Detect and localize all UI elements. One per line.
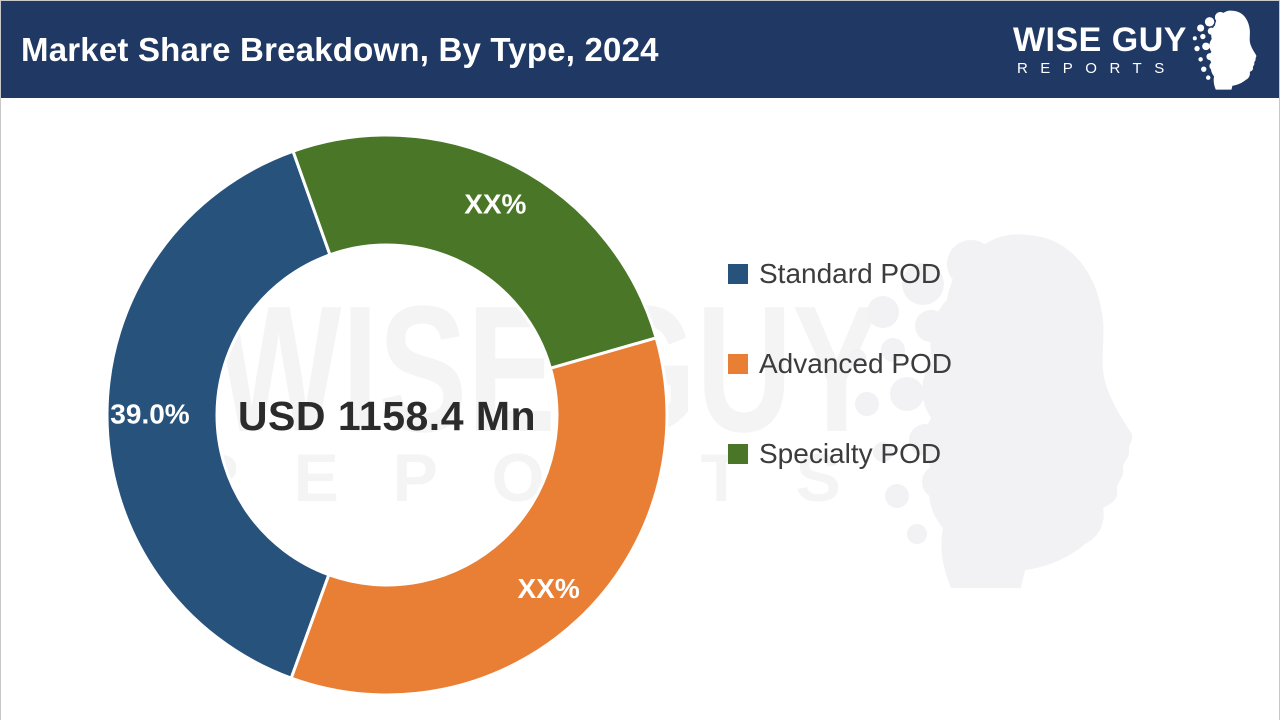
legend-label: Advanced POD (759, 347, 952, 379)
legend-item-standard-pod: Standard POD (728, 259, 952, 288)
legend-swatch-standard-pod (728, 263, 748, 284)
legend-swatch-advanced-pod (728, 353, 748, 374)
chart-legend: Standard POD Advanced POD Specialty POD (728, 259, 952, 468)
donut-segment-1 (289, 336, 669, 697)
chart-center-value: USD 1158.4 Mn (237, 393, 537, 439)
page-title: Market Share Breakdown, By Type, 2024 (21, 30, 659, 68)
legend-label: Specialty POD (759, 437, 942, 469)
segment-label-1: XX% (518, 573, 580, 604)
legend-label: Standard POD (759, 257, 942, 289)
donut-segment-2 (291, 133, 658, 370)
segment-label-2: XX% (464, 189, 526, 220)
legend-item-advanced-pod: Advanced POD (728, 349, 952, 378)
header-bar: Market Share Breakdown, By Type, 2024 WI… (1, 1, 1279, 98)
segment-label-0: 39.0% (110, 399, 189, 430)
logo-face-icon (1189, 9, 1265, 90)
chart-area: WISE GUY REPORTS 39.0%XX%XX% USD 1158.4 … (1, 98, 1279, 720)
logo-wordmark: WISE GUY (1012, 20, 1187, 59)
legend-swatch-specialty-pod (728, 443, 748, 464)
wise-guy-logo: WISE GUY REPORTS (1013, 9, 1265, 90)
legend-item-specialty-pod: Specialty POD (728, 439, 952, 468)
donut-chart: 39.0% XX% XX% (105, 133, 669, 697)
logo-subtitle: REPORTS (1016, 59, 1177, 77)
logo-text: WISE GUY REPORTS (1013, 23, 1187, 77)
donut-segment-0 (105, 149, 332, 680)
